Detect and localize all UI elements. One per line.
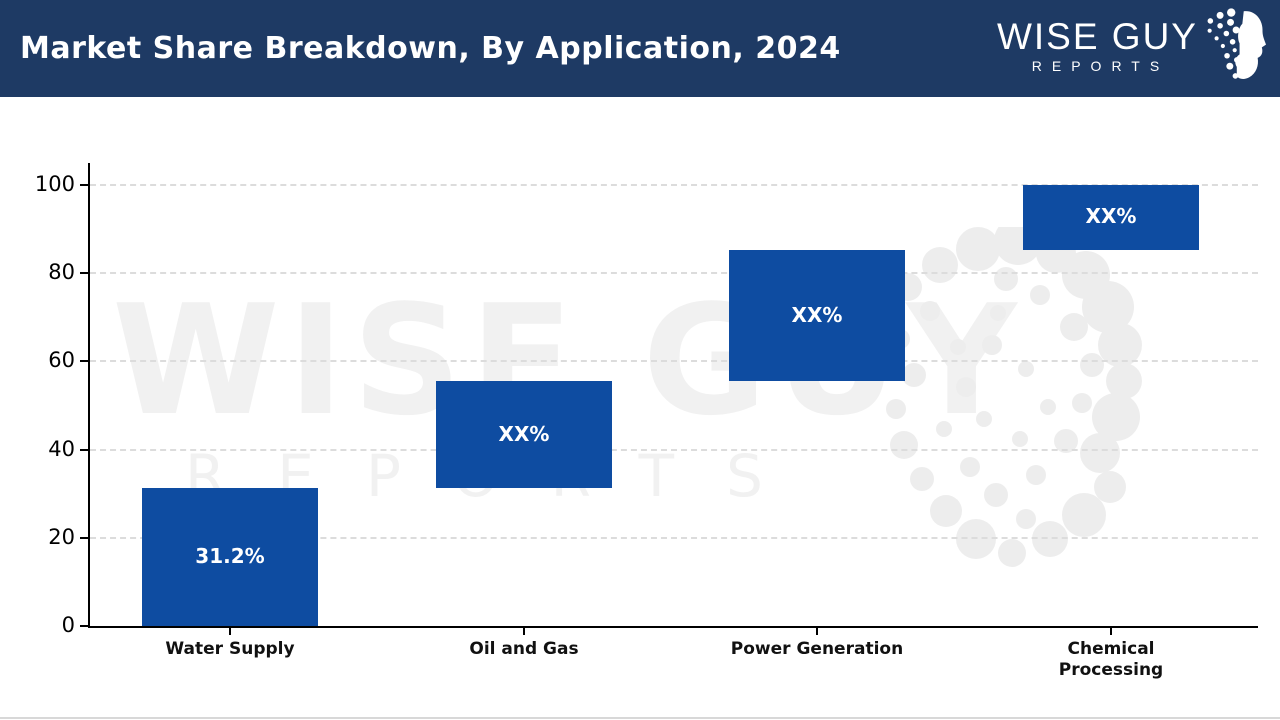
bar-value-label-chemical-processing: XX% — [1085, 204, 1137, 229]
logo-primary-text: WISE GUY — [996, 15, 1198, 57]
logo-secondary-text: REPORTS — [1031, 58, 1170, 75]
y-tick-20 — [80, 536, 88, 539]
header-bar: Market Share Breakdown, By Application, … — [0, 0, 1280, 97]
gridline-60 — [90, 360, 1258, 363]
gridline-100 — [90, 184, 1258, 186]
x-axis-label-water-supply: Water Supply — [165, 639, 295, 659]
y-tick-40 — [80, 448, 88, 451]
bar-value-label-oil-and-gas: XX% — [498, 421, 550, 446]
x-axis-label-chemical-processing: Chemical Processing — [1058, 639, 1164, 680]
bar-oil-and-gas — [436, 381, 612, 489]
gridline-80 — [90, 272, 1258, 275]
x-axis-label-oil-and-gas: Oil and Gas — [469, 639, 579, 659]
bottom-border-line — [0, 717, 1280, 719]
y-tick-100 — [80, 184, 88, 186]
y-axis-spine — [88, 163, 90, 628]
bar-power-generation — [729, 249, 905, 382]
waterfall-chart: WISE GUY REPORTS 02040608010031.2%Water … — [0, 97, 1280, 720]
bar-water-supply — [142, 488, 318, 626]
x-tick-water-supply — [229, 628, 231, 635]
y-tick-label-40: 40 — [48, 436, 75, 461]
bar-chemical-processing — [1023, 185, 1199, 250]
x-axis-spine — [88, 626, 1258, 628]
bar-value-label-water-supply: 31.2% — [195, 544, 265, 569]
x-tick-oil-and-gas — [523, 628, 525, 635]
watermark-dotted-face-icon — [886, 227, 1142, 567]
bar-value-label-power-generation: XX% — [791, 302, 843, 327]
gridline-40 — [90, 448, 1258, 451]
y-tick-label-60: 60 — [48, 348, 75, 373]
y-tick-80 — [80, 272, 88, 275]
gridline-20 — [90, 536, 1258, 539]
x-axis-label-power-generation: Power Generation — [730, 639, 904, 659]
logo-text: WISE GUY REPORTS — [996, 15, 1198, 75]
y-tick-60 — [80, 360, 88, 363]
x-tick-chemical-processing — [1110, 628, 1112, 635]
dotted-face-icon — [1207, 8, 1266, 80]
wiseguy-logo: WISE GUY REPORTS — [997, 8, 1266, 84]
y-tick-label-80: 80 — [48, 260, 75, 285]
y-tick-label-0: 0 — [61, 613, 75, 637]
x-tick-power-generation — [816, 628, 818, 635]
y-tick-label-20: 20 — [48, 524, 75, 549]
y-tick-label-100: 100 — [34, 172, 75, 196]
page-title: Market Share Breakdown, By Application, … — [20, 31, 841, 66]
y-tick-0 — [80, 625, 88, 627]
